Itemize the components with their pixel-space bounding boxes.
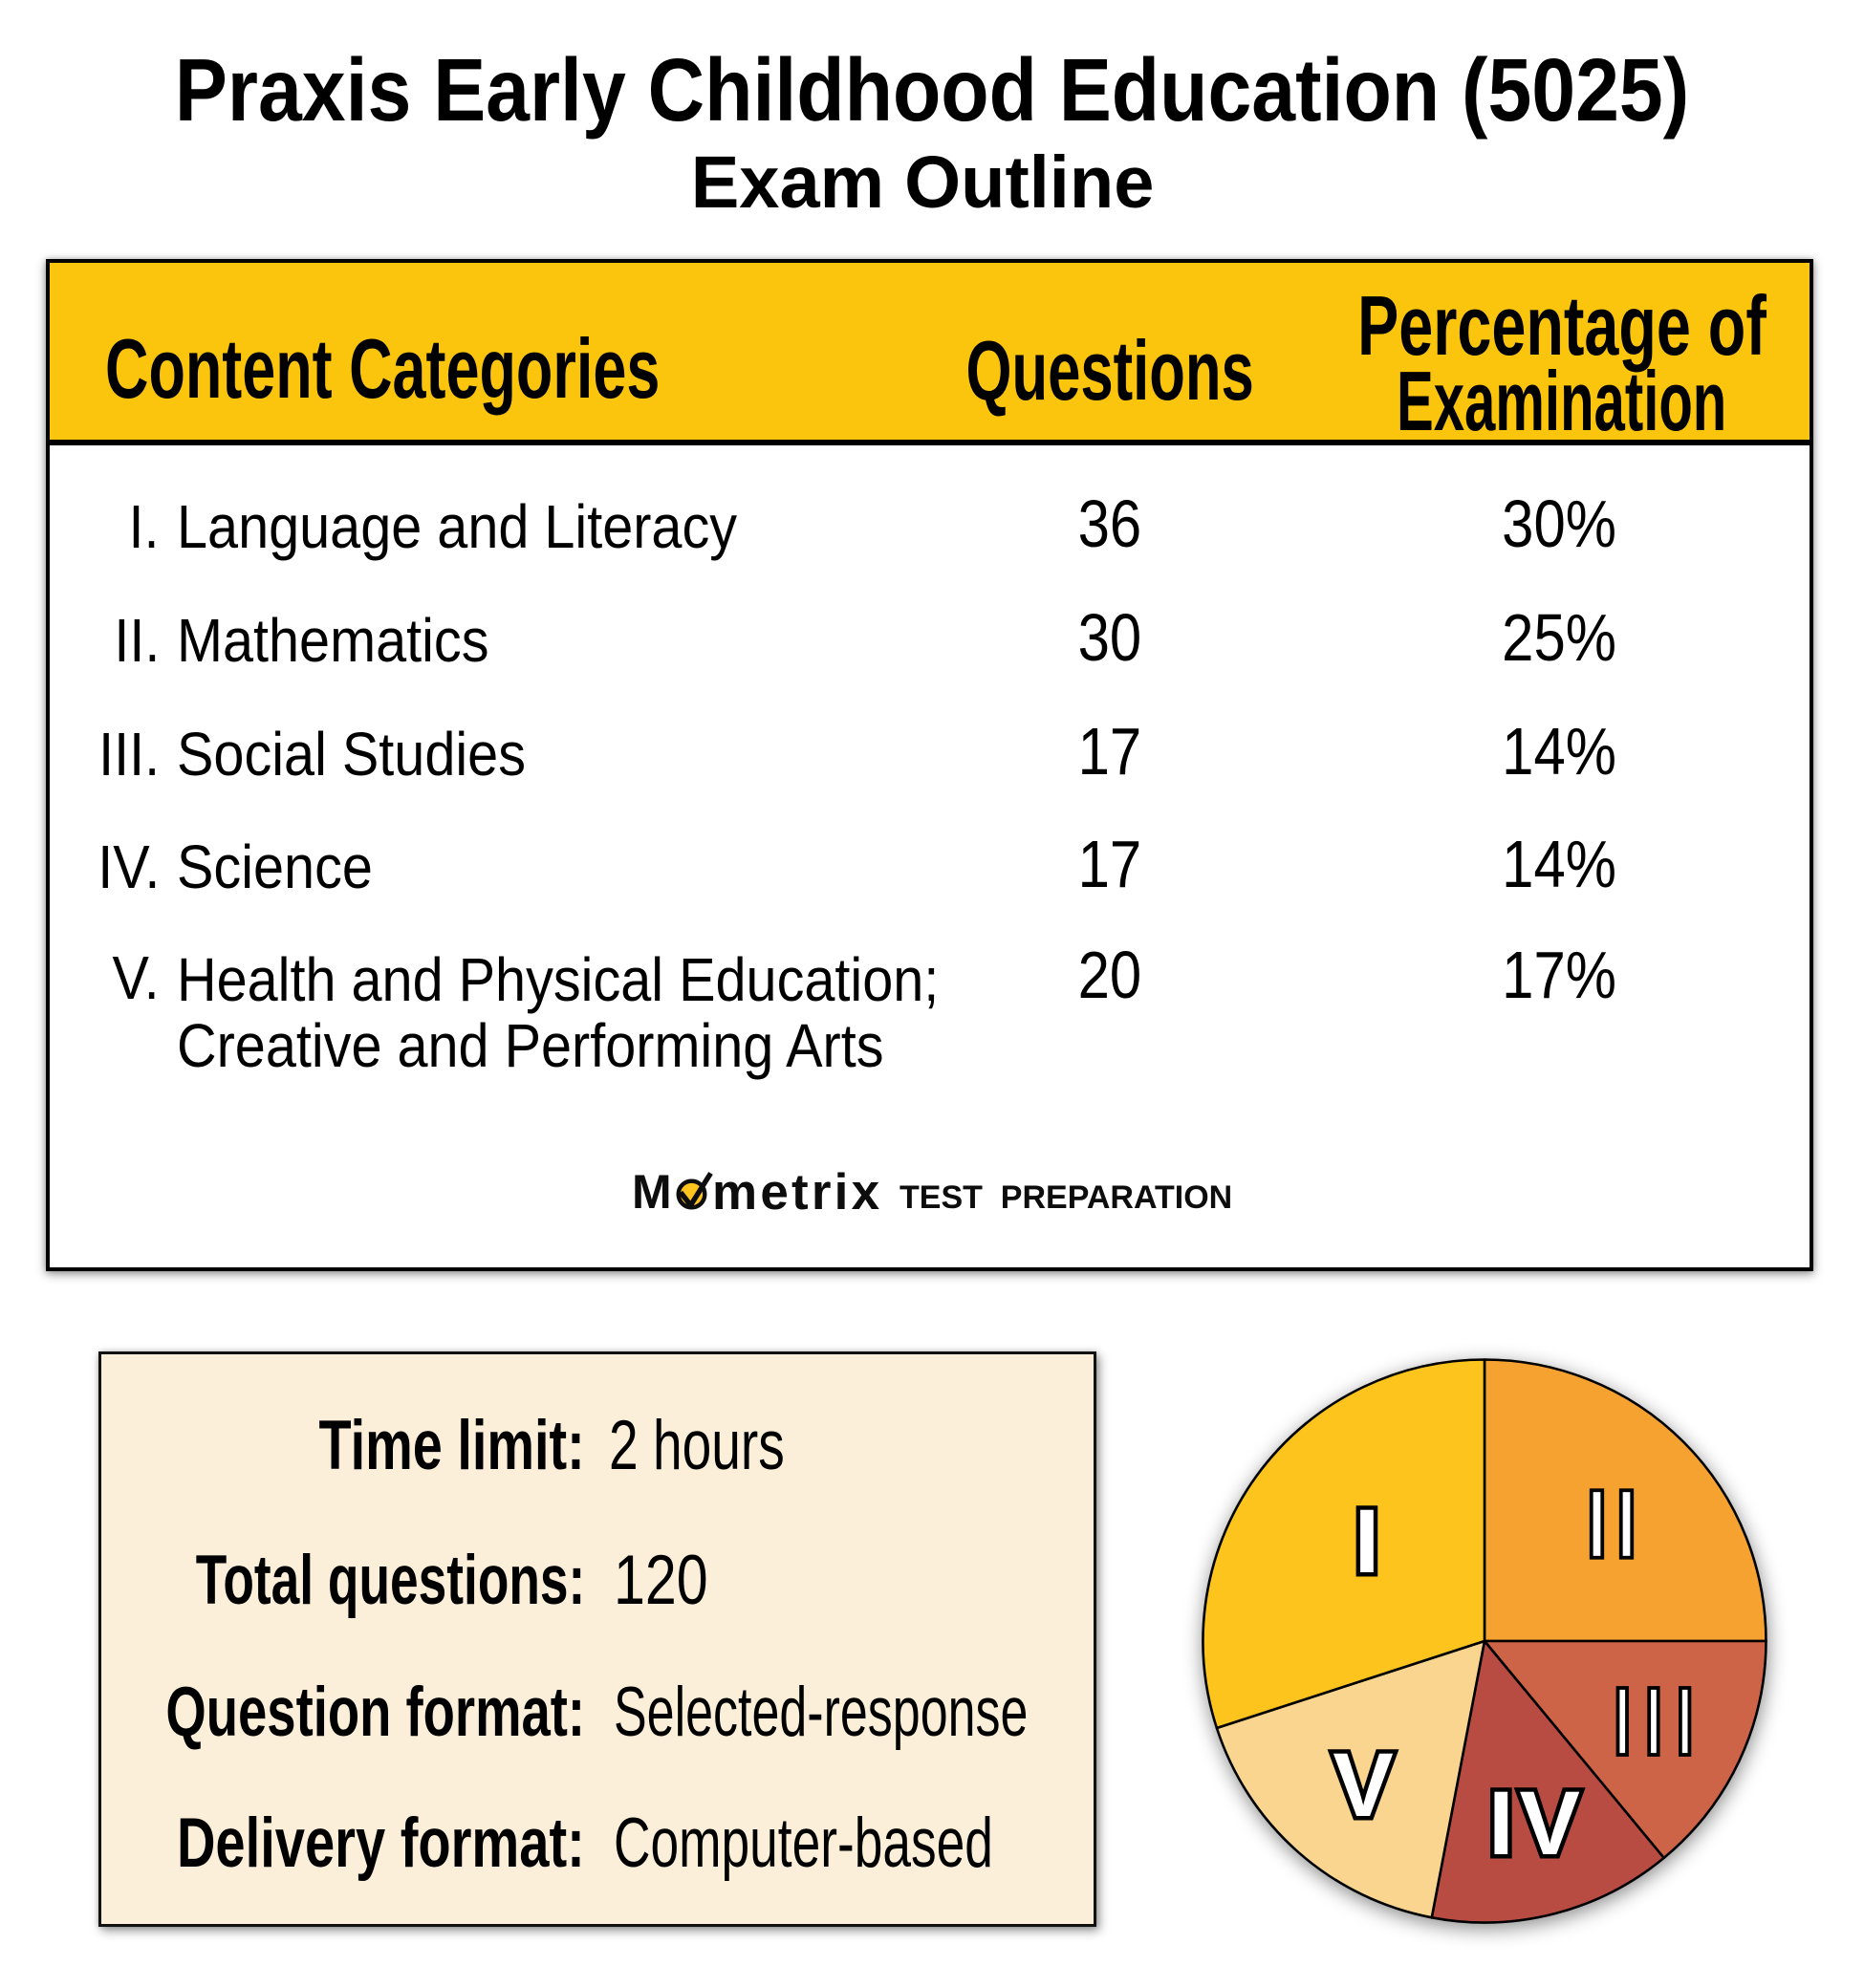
svg-text:IV: IV [1488, 1773, 1586, 1874]
svg-text:I: I [1355, 1491, 1379, 1592]
svg-text:V: V [1333, 1735, 1393, 1836]
